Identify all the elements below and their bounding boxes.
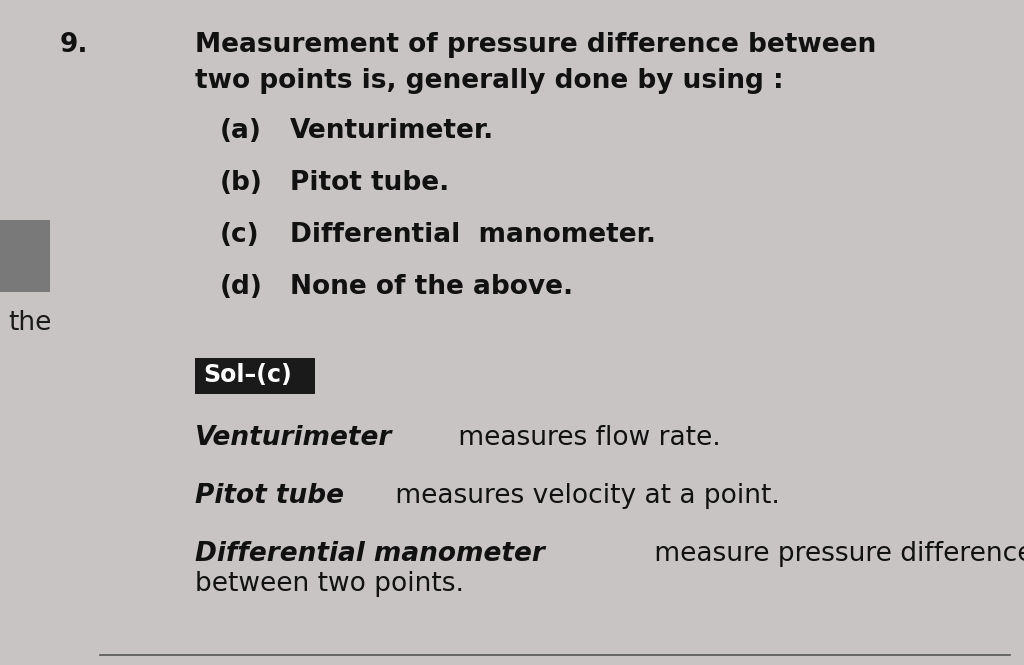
Text: (c): (c) bbox=[220, 222, 260, 248]
Text: (a): (a) bbox=[220, 118, 262, 144]
Text: measures flow rate.: measures flow rate. bbox=[450, 425, 721, 451]
Text: Venturimeter.: Venturimeter. bbox=[290, 118, 495, 144]
Text: Venturimeter: Venturimeter bbox=[195, 425, 392, 451]
Text: 9.: 9. bbox=[60, 32, 88, 58]
Text: Sol–(c): Sol–(c) bbox=[203, 363, 292, 387]
Text: Pitot tube: Pitot tube bbox=[195, 483, 344, 509]
Bar bbox=[195, 358, 315, 394]
Text: between two points.: between two points. bbox=[195, 571, 464, 597]
Text: Measurement of pressure difference between: Measurement of pressure difference betwe… bbox=[195, 32, 877, 58]
Text: Differential  manometer.: Differential manometer. bbox=[290, 222, 656, 248]
Text: two points is, generally done by using :: two points is, generally done by using : bbox=[195, 68, 783, 94]
Text: the: the bbox=[8, 310, 51, 336]
Bar bbox=[0, 220, 50, 292]
Text: None of the above.: None of the above. bbox=[290, 274, 573, 300]
Text: measures velocity at a point.: measures velocity at a point. bbox=[387, 483, 780, 509]
Text: Differential manometer: Differential manometer bbox=[195, 541, 545, 567]
Text: (d): (d) bbox=[220, 274, 263, 300]
Text: (b): (b) bbox=[220, 170, 263, 196]
Text: Pitot tube.: Pitot tube. bbox=[290, 170, 450, 196]
Text: measure pressure difference: measure pressure difference bbox=[646, 541, 1024, 567]
